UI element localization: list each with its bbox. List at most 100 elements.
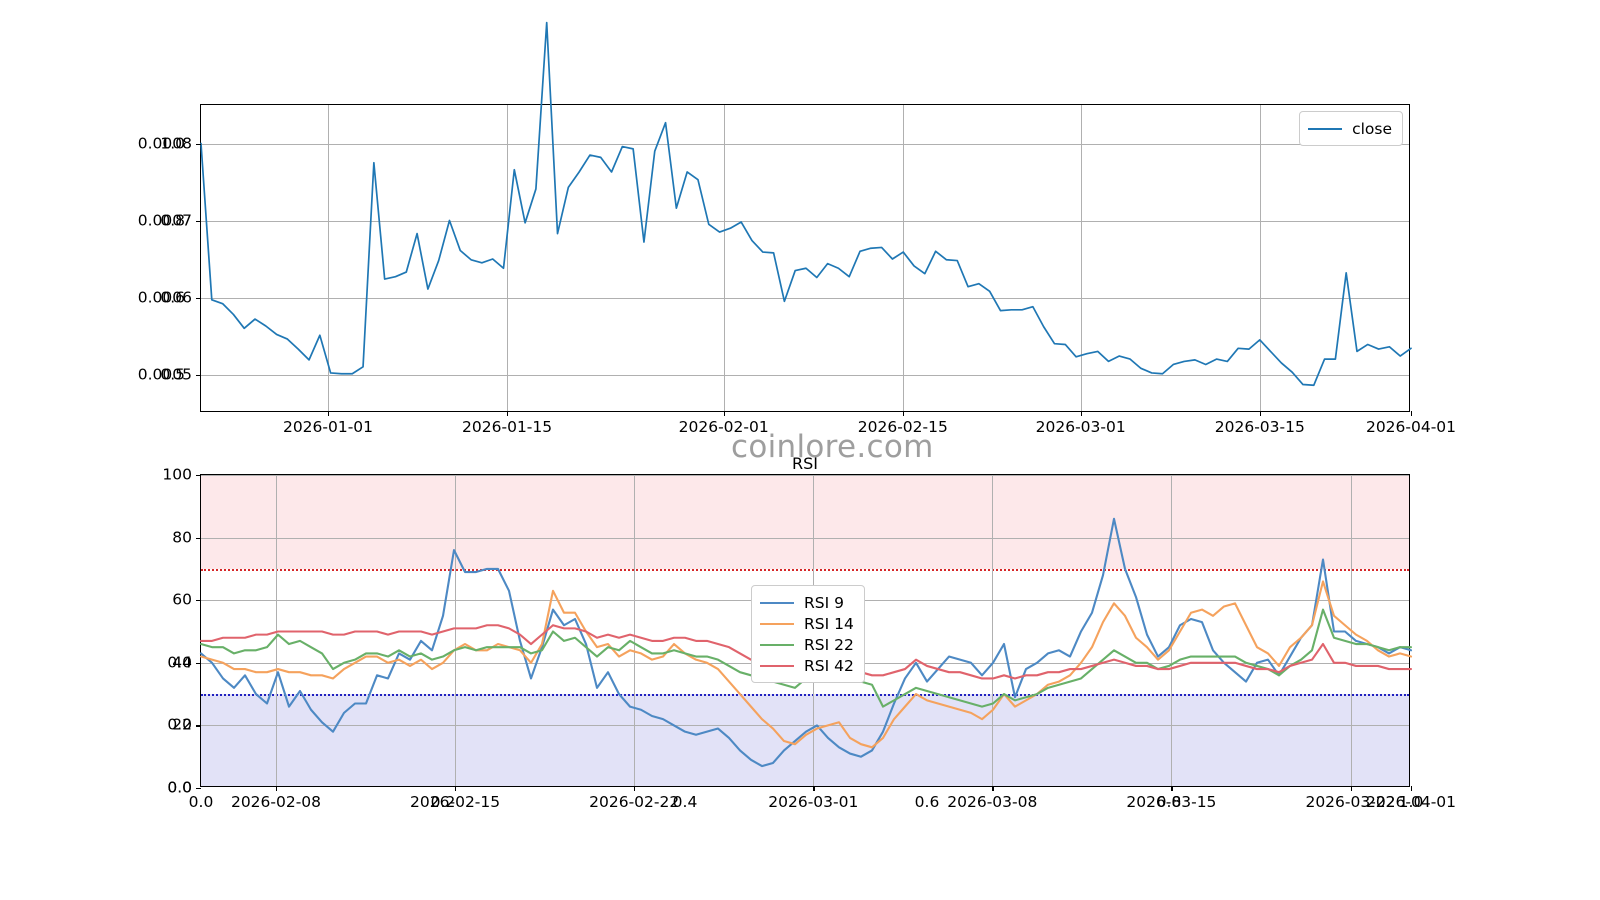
oversold-band bbox=[201, 694, 1409, 786]
rsi-14-line-swatch bbox=[760, 622, 794, 625]
y-tick-mark bbox=[196, 475, 201, 477]
y-tick-mark bbox=[196, 725, 201, 727]
y-tick-mark bbox=[196, 537, 201, 539]
y-tick-label: 20 bbox=[172, 715, 192, 734]
y-tick-label: 0.0007 bbox=[137, 210, 192, 229]
legend-label: RSI 22 bbox=[804, 635, 854, 654]
gridline-vertical bbox=[1080, 105, 1082, 411]
x-tick-mark bbox=[813, 786, 815, 791]
y-tick-label: 100 bbox=[162, 465, 192, 484]
gridline-horizontal bbox=[201, 297, 1409, 299]
x-tick-label: 2026-02-08 bbox=[230, 793, 322, 811]
gridline-horizontal bbox=[201, 220, 1409, 222]
gridline-vertical bbox=[992, 475, 994, 786]
x-tick-mark bbox=[276, 786, 278, 791]
x-tick-mark bbox=[1171, 786, 1173, 791]
y-tick-label: 60 bbox=[172, 590, 192, 609]
rsi-9-line-swatch bbox=[760, 601, 794, 604]
x-tick-mark bbox=[507, 411, 509, 416]
rsi-panel-title: RSI bbox=[792, 454, 818, 473]
legend-label: RSI 14 bbox=[804, 614, 854, 633]
x-tick-label: 2026-02-22 bbox=[589, 793, 680, 811]
y-tick-label: 0.0 bbox=[167, 778, 192, 797]
y-tick-label-secondary: 0.5 bbox=[160, 364, 185, 383]
x-tick-label: 2026-02-15 bbox=[410, 793, 501, 811]
x-tick-mark bbox=[634, 786, 636, 791]
gridline-horizontal bbox=[201, 725, 1409, 727]
x-tick-label: 2026-03-15 bbox=[1126, 793, 1217, 811]
x-tick-label-secondary: 0.0 bbox=[188, 793, 214, 811]
gridline-vertical bbox=[723, 105, 725, 411]
rsi-42-line-swatch bbox=[760, 664, 794, 667]
gridline-horizontal bbox=[201, 475, 1409, 476]
x-tick-label-secondary: 0.4 bbox=[672, 793, 698, 811]
x-tick-label: 2026-03-01 bbox=[768, 793, 859, 811]
rsi-legend: RSI 9 RSI 14 RSI 22 RSI 42 bbox=[751, 585, 865, 683]
legend-item-close: close bbox=[1308, 118, 1392, 139]
gridline-vertical bbox=[507, 105, 509, 411]
legend-item-rsi-22: RSI 22 bbox=[760, 634, 854, 655]
x-tick-mark bbox=[1350, 786, 1352, 791]
x-tick-label: 2026-02-01 bbox=[678, 418, 769, 436]
y-tick-mark bbox=[196, 143, 201, 145]
price-legend: close bbox=[1299, 111, 1403, 146]
x-tick-mark bbox=[902, 411, 905, 416]
x-tick-label: 2026-01-01 bbox=[282, 418, 374, 436]
y-tick-mark bbox=[196, 788, 201, 790]
x-tick-label: 2026-03-01 bbox=[1035, 418, 1126, 436]
x-tick-label-secondary: 0.6 bbox=[914, 793, 940, 811]
y-tick-label: 0.0008 bbox=[137, 133, 192, 152]
x-tick-mark bbox=[992, 786, 994, 791]
overbought-line bbox=[201, 568, 1409, 571]
oversold-line bbox=[201, 694, 1409, 697]
x-tick-mark bbox=[1411, 786, 1413, 791]
gridline-vertical bbox=[902, 105, 904, 411]
x-tick-mark bbox=[1411, 411, 1413, 416]
y-tick-label-secondary: 0.6 bbox=[160, 287, 185, 306]
y-tick-mark bbox=[196, 374, 201, 376]
gridline-vertical bbox=[1259, 105, 1261, 411]
gridline-vertical bbox=[634, 475, 636, 786]
watermark: coinlore.com bbox=[731, 429, 934, 465]
legend-item-rsi-42: RSI 42 bbox=[760, 655, 854, 676]
y-tick-mark bbox=[196, 600, 201, 602]
legend-label: RSI 9 bbox=[804, 593, 844, 612]
y-tick-label-secondary: 0.4 bbox=[167, 653, 192, 672]
x-tick-label: 2026-04-01 bbox=[1365, 793, 1457, 811]
x-tick-mark bbox=[328, 411, 330, 416]
x-tick-label: 2026-03-15 bbox=[1214, 418, 1305, 436]
price-plot-surface bbox=[201, 105, 1409, 411]
x-tick-label: 2026-03-08 bbox=[947, 793, 1038, 811]
legend-label: RSI 42 bbox=[804, 656, 854, 675]
y-tick-label-secondary: 0.0 bbox=[167, 778, 192, 797]
price-line-series bbox=[200, 21, 1412, 387]
x-tick-label-secondary: 1.0 bbox=[1398, 793, 1424, 811]
y-tick-label: 0.0005 bbox=[137, 364, 192, 383]
gridline-horizontal bbox=[201, 374, 1409, 376]
y-tick-mark bbox=[196, 220, 201, 222]
x-tick-label-secondary: 0.2 bbox=[430, 793, 456, 811]
y-tick-label: 40 bbox=[172, 653, 192, 672]
x-tick-label: 2026-01-15 bbox=[462, 418, 553, 436]
gridline-vertical bbox=[276, 475, 277, 786]
x-tick-label: 2026-03-22 bbox=[1305, 793, 1396, 811]
y-tick-mark bbox=[196, 662, 201, 665]
gridline-vertical bbox=[328, 105, 329, 411]
y-tick-label-secondary: 0.2 bbox=[167, 715, 192, 734]
price-chart-axes: close 0.0008 1.0 0.0007 0.8 0.0006 0.6 0.0005 0… bbox=[138, 21, 1456, 435]
x-tick-label: 2026-02-15 bbox=[857, 418, 948, 436]
x-tick-mark bbox=[1080, 411, 1082, 416]
overbought-band bbox=[201, 475, 1409, 569]
gridline-vertical bbox=[1171, 475, 1173, 786]
x-tick-mark bbox=[455, 786, 457, 791]
legend-item-rsi-14: RSI 14 bbox=[760, 613, 854, 634]
x-tick-label-secondary: 0.8 bbox=[1156, 793, 1182, 811]
y-tick-mark bbox=[196, 297, 201, 299]
y-tick-label-secondary: 0.8 bbox=[160, 210, 185, 229]
x-tick-label: 2026-04-01 bbox=[1365, 418, 1457, 436]
y-tick-label: 80 bbox=[172, 527, 192, 546]
legend-item-rsi-9: RSI 9 bbox=[760, 592, 854, 613]
rsi-chart-axes: RSI 9 RSI 14 RSI 22 RSI 42 100 80 60 40 20 0.… bbox=[162, 467, 1456, 810]
close-line-swatch bbox=[1308, 127, 1343, 130]
